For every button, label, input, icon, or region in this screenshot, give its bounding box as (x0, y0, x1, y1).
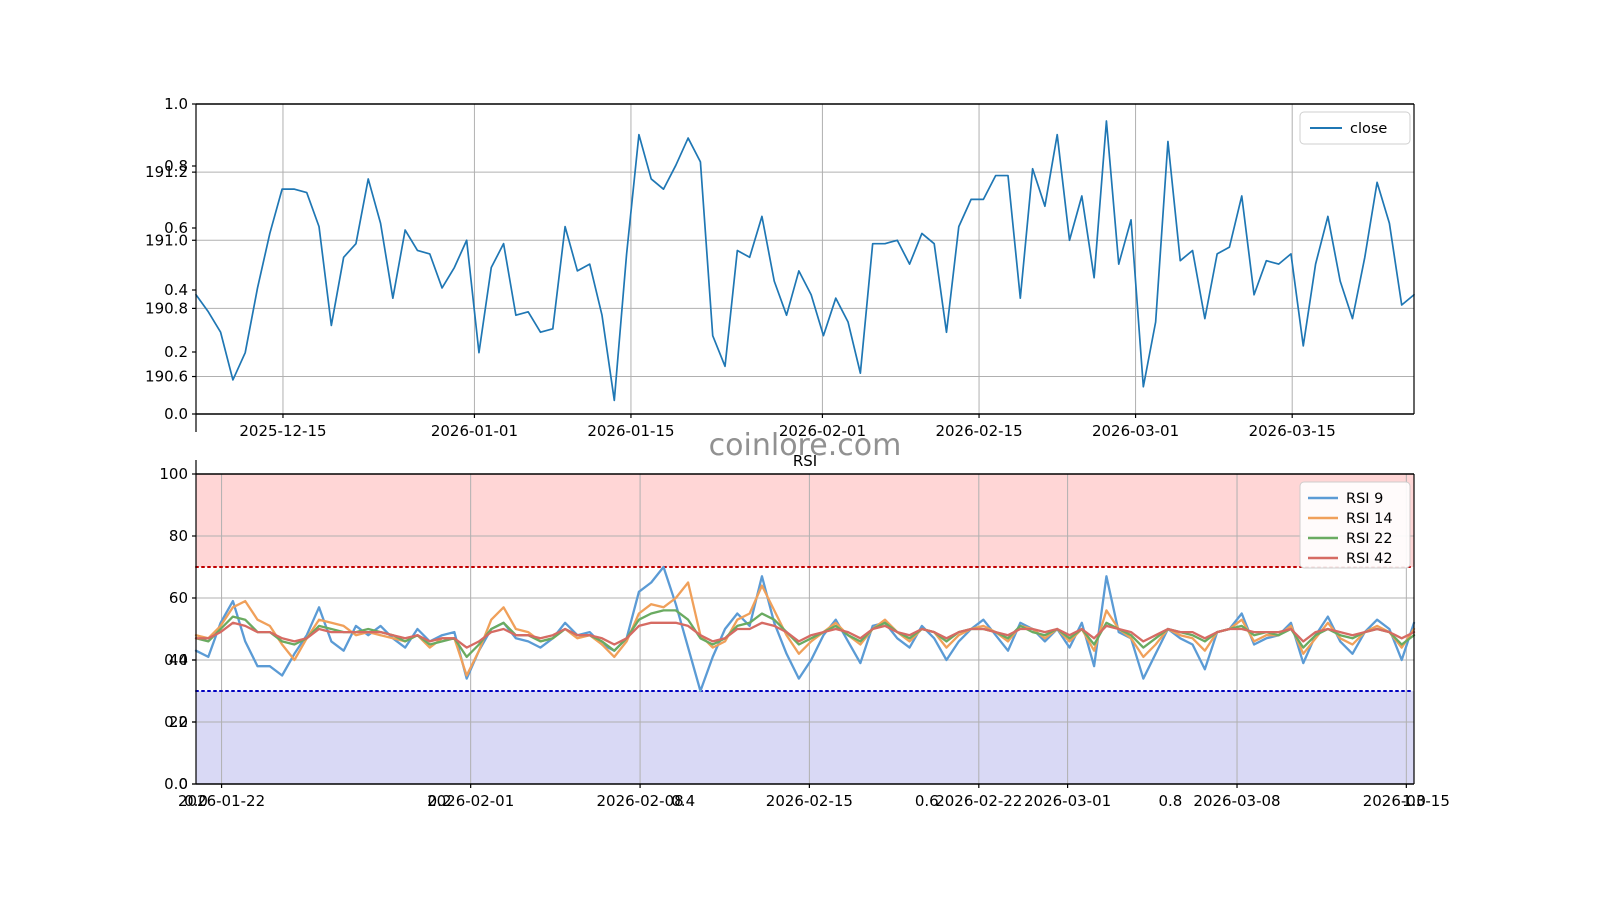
xtick-label: 2026-02-15 (766, 792, 853, 810)
ytick-label: 40 (169, 651, 188, 669)
xtick-label-secondary: 0.2 (428, 792, 452, 810)
price-plot-background (196, 104, 1414, 414)
rsi-series-line-rsi-9 (194, 565, 1416, 693)
price-legend: close (1299, 111, 1411, 145)
xtick-label: 2026-02-08 (596, 792, 683, 810)
ytick-label: 100 (159, 465, 188, 483)
rsi-series-line-rsi-42 (194, 621, 1416, 649)
rsi-xaxis-secondary: 0.0 0.2 0.4 0.6 0.8 1.0 (184, 792, 1426, 810)
ytick-label-secondary: 0.2 (164, 713, 188, 731)
price-gridlines (196, 104, 1414, 414)
legend-label-rsi-9: RSI 9 (1346, 491, 1383, 507)
xtick-label: 2026-02-01 (779, 422, 866, 440)
xtick-label-secondary: 0.4 (671, 792, 695, 810)
xtick-label: 2026-01-22 (178, 792, 265, 810)
ytick-label-secondary: 0.4 (164, 651, 188, 669)
xtick-label: 2026-03-01 (1092, 422, 1179, 440)
oversold-band (196, 691, 1414, 784)
legend-label-rsi-22: RSI 22 (1346, 531, 1393, 547)
rsi-series-line-rsi-14 (194, 581, 1416, 677)
price-yaxis-primary: 190.6 190.8 191.0 191.2 (145, 163, 196, 386)
xtick-label: 2026-03-01 (1024, 792, 1111, 810)
xtick-label: 2026-03-15 (1249, 422, 1336, 440)
rsi-panel-title: RSI (793, 452, 817, 470)
legend-label-close: close (1350, 121, 1387, 137)
xtick-label: 2026-02-01 (427, 792, 514, 810)
ytick-label-secondary: 1.0 (164, 95, 188, 113)
xtick-label: 2026-02-15 (935, 422, 1022, 440)
price-xaxis: 2025-12-15 2026-01-01 2026-01-15 2026-02-01… (239, 414, 1336, 440)
legend-box (1299, 111, 1411, 145)
overbought-band (196, 474, 1414, 567)
legend-box (1299, 481, 1411, 569)
price-panel: 190.6 190.8 191.0 191.2 0.0 0.2 0.4 0.6 0.8 1.0 20… (145, 95, 1415, 440)
watermark-text: coinlore.com (709, 428, 902, 463)
ytick-label-secondary: 0.6 (164, 219, 188, 237)
ytick-label: 190.6 (145, 368, 188, 386)
ytick-label: 191.0 (145, 231, 188, 249)
xtick-label: 2026-01-01 (431, 422, 518, 440)
rsi-series-line-rsi-22 (194, 609, 1416, 659)
ytick-label-secondary: 0.2 (164, 343, 188, 361)
legend-label-rsi-42: RSI 42 (1346, 551, 1393, 567)
price-yaxis-secondary: 0.0 0.2 0.4 0.6 0.8 1.0 (164, 95, 196, 423)
xtick-label: 2026-02-22 (935, 792, 1022, 810)
ytick-label: 80 (169, 527, 188, 545)
rsi-yaxis-primary: 0 20 40 60 80 100 (159, 465, 196, 793)
ytick-label: 60 (169, 589, 188, 607)
legend-label-rsi-14: RSI 14 (1346, 511, 1393, 527)
rsi-xaxis: 2026-01-22 2026-02-01 2026-02-08 2026-02-15… (178, 784, 1450, 810)
ytick-label-secondary: 0.8 (164, 157, 188, 175)
price-close-line (195, 120, 1415, 402)
xtick-label-secondary: 0.0 (184, 792, 208, 810)
watermark: coinlore.com (709, 428, 902, 463)
rsi-yaxis-secondary: 0.0 0.2 0.4 (164, 651, 196, 793)
xtick-label: 2026-01-15 (587, 422, 674, 440)
ytick-label-secondary: 0.4 (164, 281, 188, 299)
xtick-label-secondary: 0.8 (1158, 792, 1182, 810)
xtick-label: 2026-03-15 (1363, 792, 1450, 810)
ytick-label: 191.2 (145, 163, 188, 181)
rsi-panel: 0 20 40 60 80 100 0.0 0.2 0.4 2026-01-22 2026-02-0… (159, 452, 1450, 810)
ytick-label-secondary: 0.0 (164, 405, 188, 423)
ytick-label: 20 (169, 713, 188, 731)
xtick-label-secondary: 1.0 (1402, 792, 1426, 810)
xtick-label: 2026-03-08 (1193, 792, 1280, 810)
xtick-label-secondary: 0.6 (915, 792, 939, 810)
rsi-legend: RSI 9 RSI 14 RSI 22 RSI 42 (1299, 481, 1411, 569)
ytick-label: 190.8 (145, 299, 188, 317)
xtick-label: 2025-12-15 (239, 422, 326, 440)
ytick-label: 0 (178, 775, 188, 793)
ytick-label-secondary: 0.0 (164, 775, 188, 793)
